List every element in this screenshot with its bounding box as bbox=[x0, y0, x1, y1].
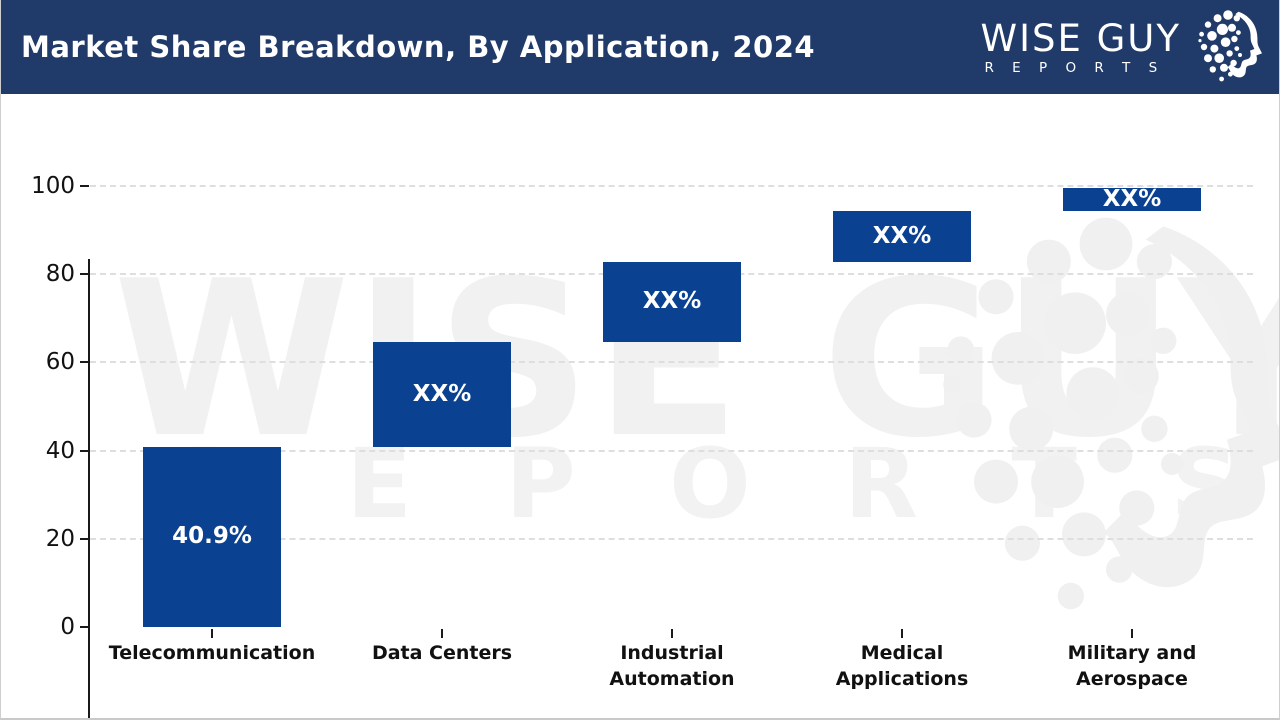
y-axis-line bbox=[88, 259, 90, 718]
x-tick-mark bbox=[1131, 629, 1133, 638]
y-tick-mark bbox=[80, 449, 89, 452]
logo-name: WISE GUY bbox=[980, 16, 1181, 60]
y-tick-mark bbox=[80, 537, 89, 540]
logo-text: WISE GUY R E P O R T S bbox=[980, 16, 1181, 76]
bar-value-label: XX% bbox=[1102, 185, 1162, 212]
bar-value-label: 40.9% bbox=[172, 523, 252, 550]
gridline-60 bbox=[90, 361, 1253, 364]
x-tick-mark bbox=[211, 629, 213, 638]
waterfall-chart: 0 20 40 60 80 100 40.9% Telecommunication XX% Dat… bbox=[1, 94, 1279, 718]
x-category-label: Industrial Automation bbox=[609, 642, 735, 690]
x-tick-mark bbox=[901, 629, 903, 638]
x-tick-mark bbox=[441, 629, 443, 638]
y-tick-label: 60 bbox=[45, 349, 75, 376]
y-tick-mark bbox=[80, 185, 89, 187]
bar-value-label: XX% bbox=[412, 380, 472, 407]
wise-guy-logo: WISE GUY R E P O R T S bbox=[981, 7, 1265, 87]
header-bar: Market Share Breakdown, By Application, … bbox=[1, 0, 1279, 94]
x-category-label: Medical Applications bbox=[835, 642, 969, 690]
y-tick-label: 80 bbox=[45, 261, 75, 288]
bar-value-label: XX% bbox=[872, 222, 932, 249]
y-tick-label: 0 bbox=[60, 614, 75, 640]
gridline-100 bbox=[90, 185, 1253, 187]
y-tick-label: 100 bbox=[31, 173, 75, 199]
gridline-40 bbox=[90, 449, 1253, 452]
wise-guy-head-icon bbox=[1183, 7, 1265, 87]
y-tick-mark bbox=[80, 273, 89, 276]
x-category-label: Telecommunication bbox=[108, 642, 316, 664]
bar-segment: XX% bbox=[603, 262, 741, 342]
bar-segment: XX% bbox=[833, 210, 971, 263]
bar-segment: XX% bbox=[373, 341, 511, 447]
page-title: Market Share Breakdown, By Application, … bbox=[21, 30, 816, 64]
x-category-label: Military and Aerospace bbox=[1067, 642, 1197, 690]
x-tick-mark bbox=[671, 629, 673, 638]
y-tick-label: 40 bbox=[45, 437, 75, 464]
bar-value-label: XX% bbox=[642, 288, 702, 315]
gridline-20 bbox=[90, 537, 1253, 540]
y-tick-mark bbox=[80, 361, 89, 364]
bar-segment: 40.9% bbox=[143, 446, 281, 627]
logo-tagline: R E P O R T S bbox=[984, 59, 1165, 76]
y-tick-mark bbox=[80, 626, 89, 628]
y-tick-label: 20 bbox=[45, 525, 75, 552]
bar-segment: XX% bbox=[1063, 185, 1201, 212]
x-category-label: Data Centers bbox=[371, 642, 513, 664]
